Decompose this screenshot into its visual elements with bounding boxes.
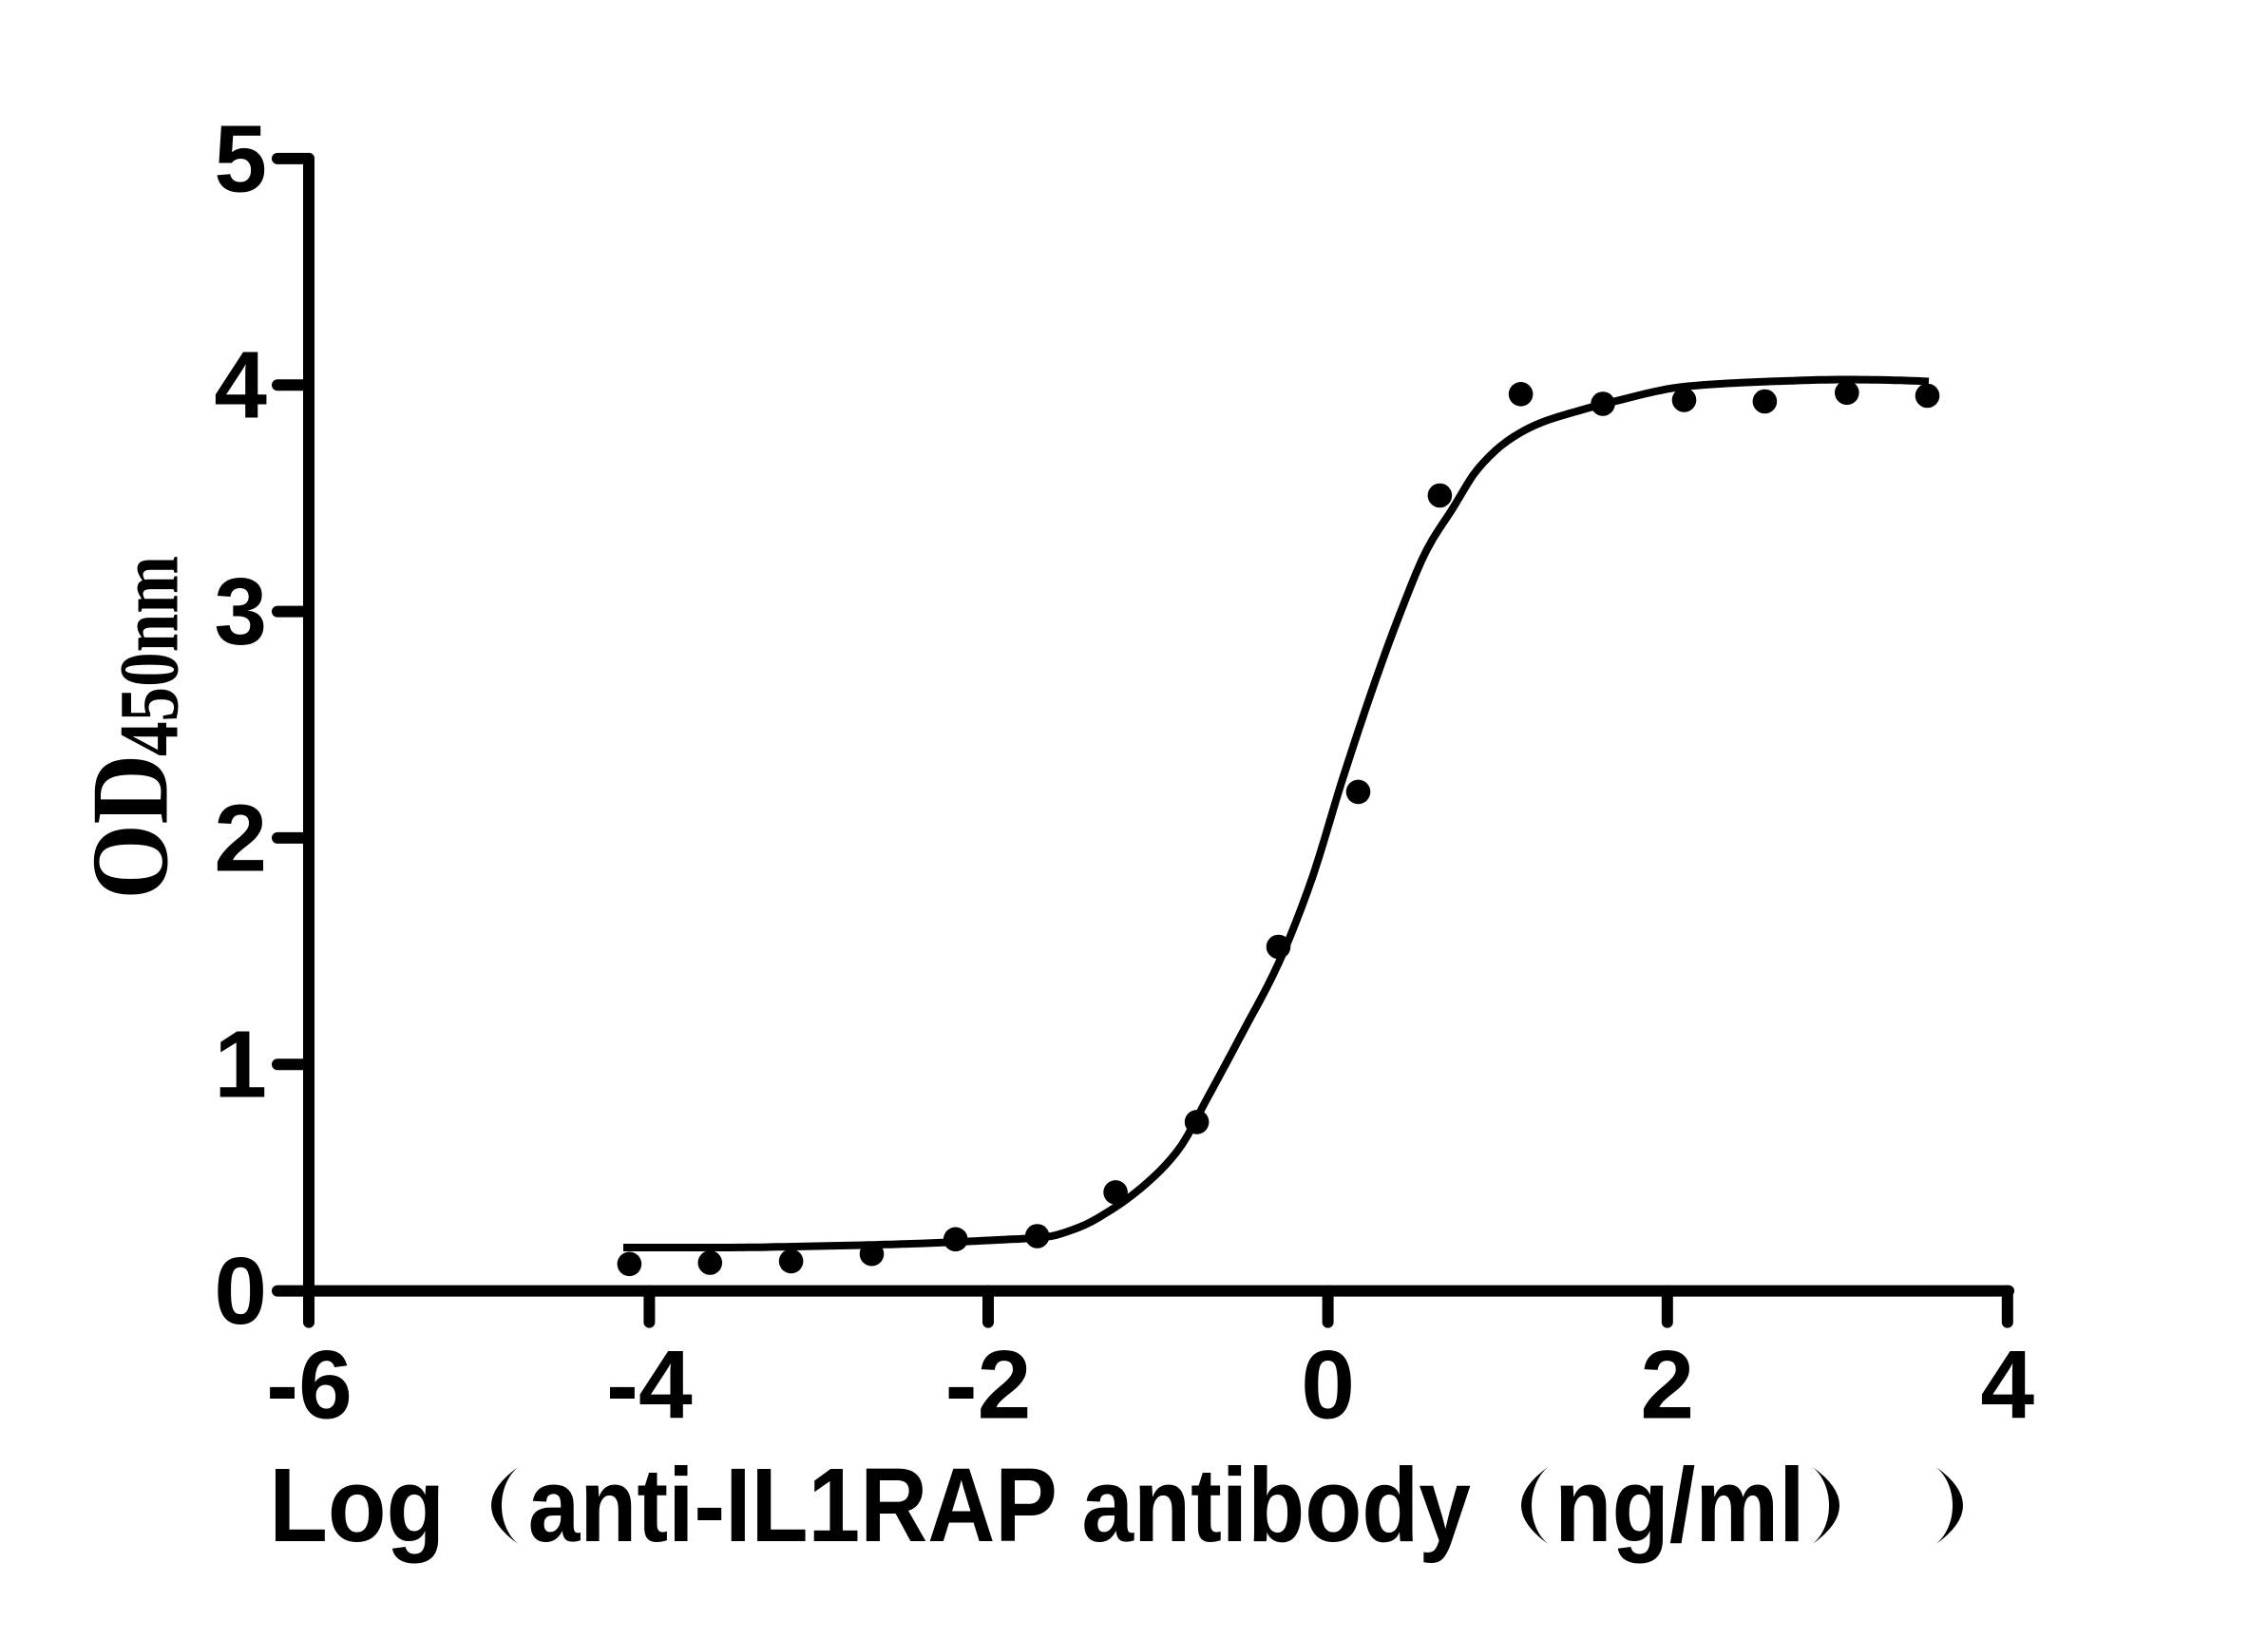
- svg-text:anti-IL1RAP antibody: anti-IL1RAP antibody: [528, 1447, 1471, 1564]
- svg-text:2: 2: [1640, 1331, 1694, 1439]
- svg-text:3: 3: [214, 559, 267, 665]
- svg-text:OD: OD: [69, 754, 191, 900]
- svg-text:0: 0: [1301, 1331, 1355, 1439]
- svg-text:-6: -6: [266, 1331, 353, 1439]
- svg-text:4: 4: [214, 333, 267, 439]
- svg-text:ng/ml: ng/ml: [1554, 1447, 1805, 1564]
- svg-text:-4: -4: [606, 1331, 693, 1439]
- svg-text:-2: -2: [945, 1331, 1032, 1439]
- svg-text:1: 1: [214, 1012, 267, 1118]
- svg-text:450nm: 450nm: [103, 556, 196, 756]
- svg-text:5: 5: [214, 105, 267, 212]
- svg-text:0: 0: [214, 1238, 267, 1344]
- svg-text:4: 4: [1980, 1331, 2034, 1439]
- svg-text:2: 2: [214, 785, 267, 891]
- svg-text:Log: Log: [269, 1447, 445, 1564]
